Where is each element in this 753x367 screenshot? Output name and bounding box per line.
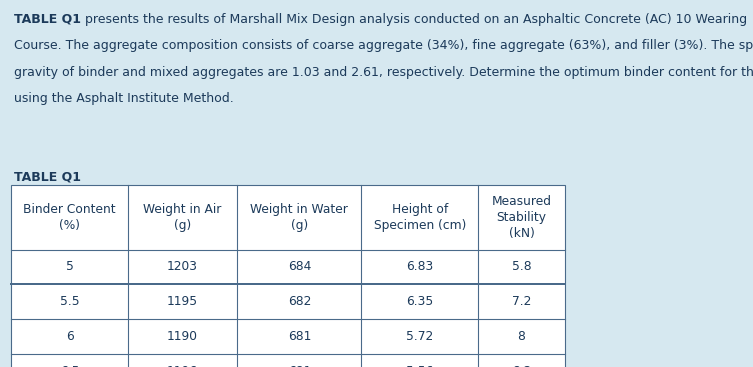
Bar — [11, 185, 565, 367]
Text: presents the results of Marshall Mix Design analysis conducted on an Asphaltic C: presents the results of Marshall Mix Des… — [81, 13, 747, 26]
Text: 8.2: 8.2 — [512, 365, 531, 367]
Text: 6.83: 6.83 — [406, 261, 434, 273]
Text: 1196: 1196 — [167, 365, 198, 367]
Text: 1195: 1195 — [167, 295, 198, 308]
Text: gravity of binder and mixed aggregates are 1.03 and 2.61, respectively. Determin: gravity of binder and mixed aggregates a… — [14, 66, 753, 79]
Text: 1190: 1190 — [167, 330, 198, 343]
Text: using the Asphalt Institute Method.: using the Asphalt Institute Method. — [14, 92, 233, 105]
Bar — [11, 185, 565, 367]
Text: Measured
Stability
(kN): Measured Stability (kN) — [492, 195, 551, 240]
Text: TABLE Q1: TABLE Q1 — [14, 171, 81, 184]
Text: Course. The aggregate composition consists of coarse aggregate (34%), fine aggre: Course. The aggregate composition consis… — [14, 39, 753, 52]
Text: 5.56: 5.56 — [406, 365, 434, 367]
Text: Height of
Specimen (cm): Height of Specimen (cm) — [373, 203, 466, 232]
Text: 7.2: 7.2 — [512, 295, 531, 308]
Text: 6.5: 6.5 — [60, 365, 79, 367]
Text: Weight in Air
(g): Weight in Air (g) — [143, 203, 222, 232]
Text: 5: 5 — [66, 261, 74, 273]
Text: 5.5: 5.5 — [59, 295, 80, 308]
Text: 6: 6 — [66, 330, 74, 343]
Text: 681: 681 — [288, 330, 311, 343]
Text: 684: 684 — [288, 261, 311, 273]
Text: 5.8: 5.8 — [511, 261, 532, 273]
Text: Binder Content
(%): Binder Content (%) — [23, 203, 116, 232]
Text: 1203: 1203 — [167, 261, 198, 273]
Text: Weight in Water
(g): Weight in Water (g) — [251, 203, 348, 232]
Text: 5.72: 5.72 — [406, 330, 434, 343]
Text: 682: 682 — [288, 295, 311, 308]
Text: 6.35: 6.35 — [406, 295, 434, 308]
Text: 681: 681 — [288, 365, 311, 367]
Text: TABLE Q1: TABLE Q1 — [14, 13, 81, 26]
Text: 8: 8 — [517, 330, 526, 343]
